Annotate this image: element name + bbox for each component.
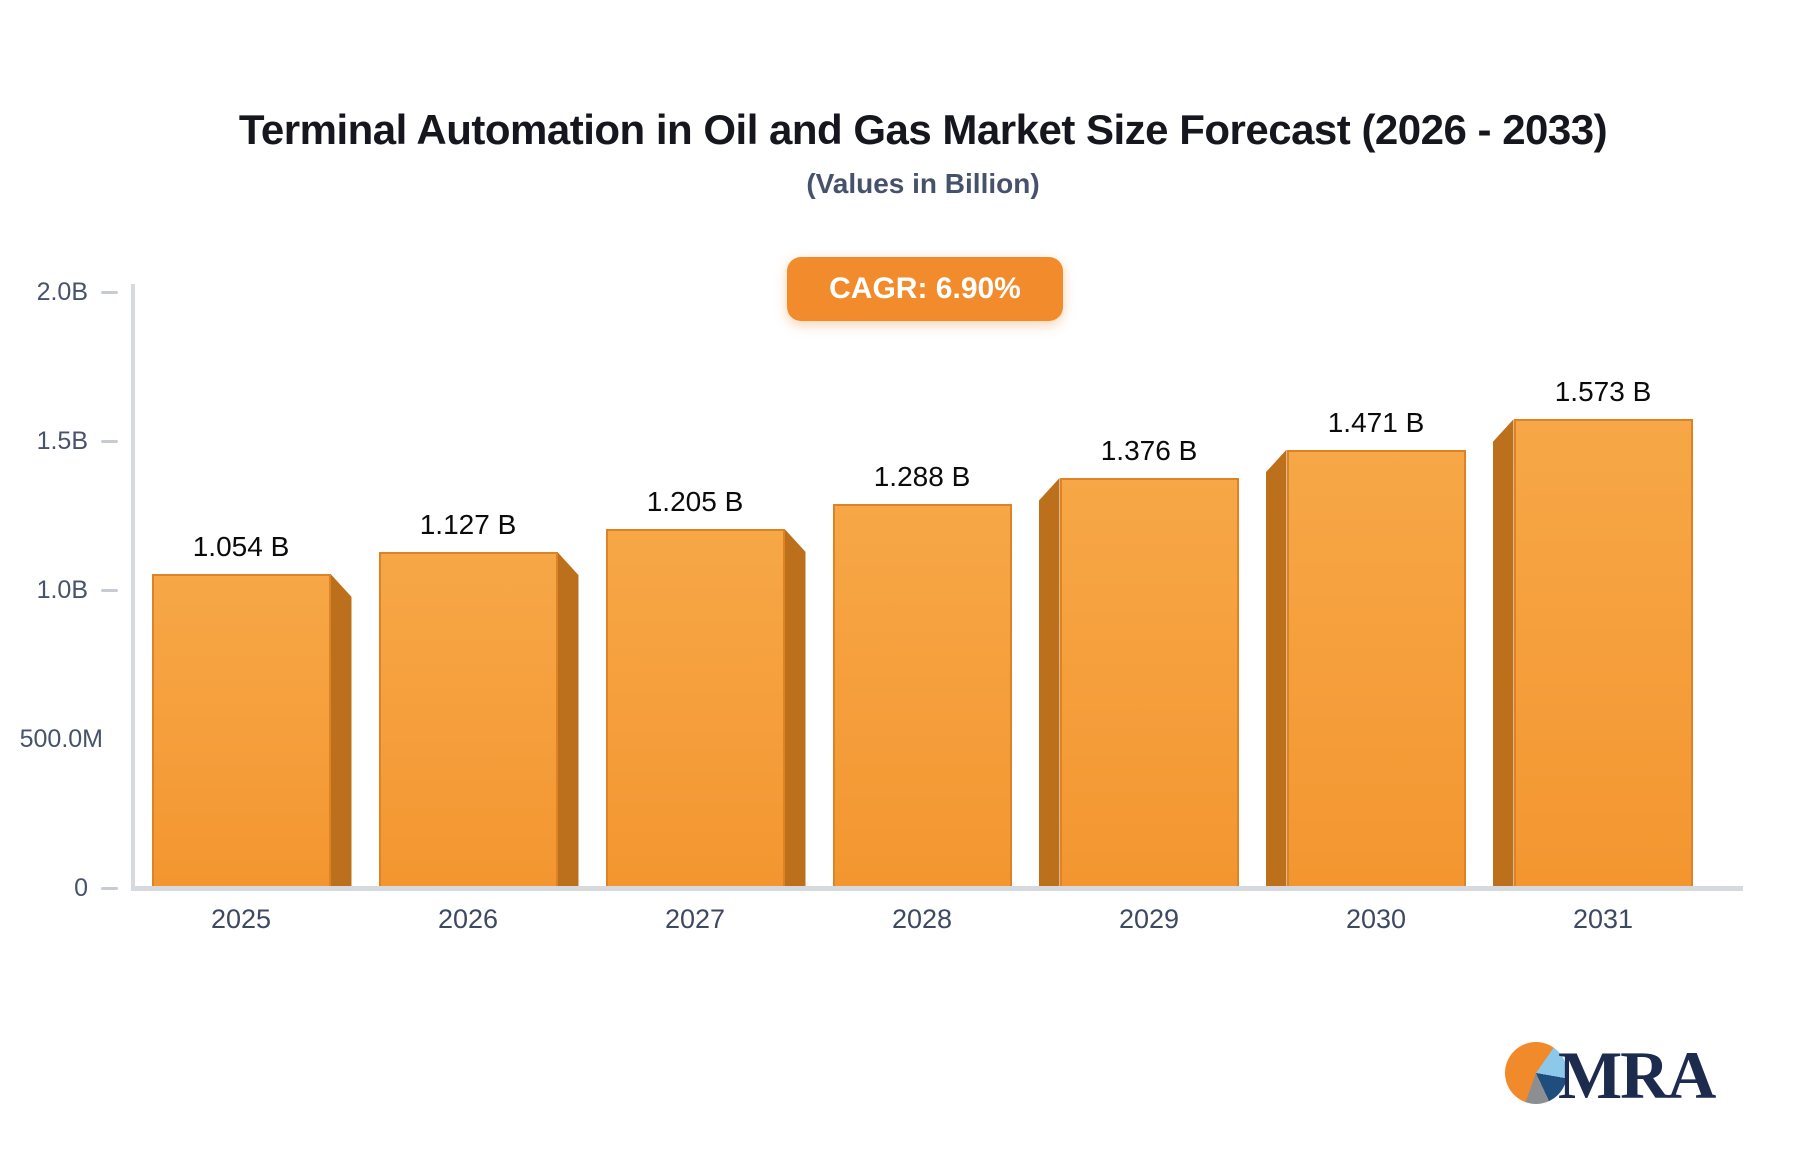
- cagr-badge: CAGR: 6.90%: [787, 257, 1063, 321]
- x-axis-label-2029: 2029: [1118, 904, 1180, 934]
- bar-value-label: 1.205 B: [646, 485, 744, 517]
- bar-value-label: 1.288 B: [873, 461, 971, 493]
- mra-logo: MRA: [1500, 1030, 1760, 1120]
- bar-2026[interactable]: [378, 552, 558, 888]
- y-axis-tick: [101, 887, 118, 890]
- x-axis-label-2030: 2030: [1345, 904, 1407, 934]
- bar-value-label: 1.376 B: [1100, 434, 1198, 466]
- x-axis-line: [131, 886, 1743, 891]
- bar-side-3d: [1265, 449, 1287, 888]
- pie-chart-logo-icon: [1505, 1042, 1567, 1104]
- x-axis-label-2028: 2028: [891, 904, 953, 934]
- bar-2025[interactable]: [151, 573, 331, 888]
- x-axis-label-2027: 2027: [664, 904, 726, 934]
- bar-value-label: 1.127 B: [419, 509, 517, 541]
- bar-side-3d: [1038, 477, 1060, 888]
- y-axis-tick: [101, 589, 118, 592]
- bar-2030[interactable]: [1286, 449, 1466, 888]
- bar-2028[interactable]: [832, 504, 1012, 888]
- y-axis-label: 0: [74, 874, 88, 902]
- logo-text: MRA: [1558, 1037, 1716, 1113]
- bar-value-label: 1.471 B: [1327, 406, 1425, 438]
- bar-2031[interactable]: [1513, 419, 1693, 888]
- x-axis-label-2031: 2031: [1572, 904, 1634, 934]
- bar-2029[interactable]: [1059, 477, 1239, 888]
- y-axis-label: 500.0M: [19, 725, 103, 753]
- x-axis-label-2026: 2026: [437, 904, 499, 934]
- y-axis-tick: [101, 291, 118, 294]
- chart-subtitle: (Values in Billion): [806, 168, 1040, 199]
- chart-title: Terminal Automation in Oil and Gas Marke…: [238, 106, 1608, 153]
- bar-side-3d: [784, 528, 806, 888]
- bar-side-3d: [1492, 419, 1514, 888]
- bar-value-label: 1.054 B: [192, 530, 290, 562]
- y-axis-line: [131, 284, 135, 890]
- x-axis-label-2025: 2025: [210, 904, 272, 934]
- bar-side-3d: [557, 552, 579, 888]
- y-axis-tick: [101, 440, 118, 443]
- bar-side-3d: [330, 573, 352, 888]
- y-axis-label: 1.0B: [36, 576, 88, 604]
- bar-value-label: 1.573 B: [1554, 376, 1652, 408]
- y-axis-label: 2.0B: [36, 278, 88, 306]
- bar-2027[interactable]: [605, 528, 785, 888]
- y-axis-label: 1.5B: [36, 427, 88, 455]
